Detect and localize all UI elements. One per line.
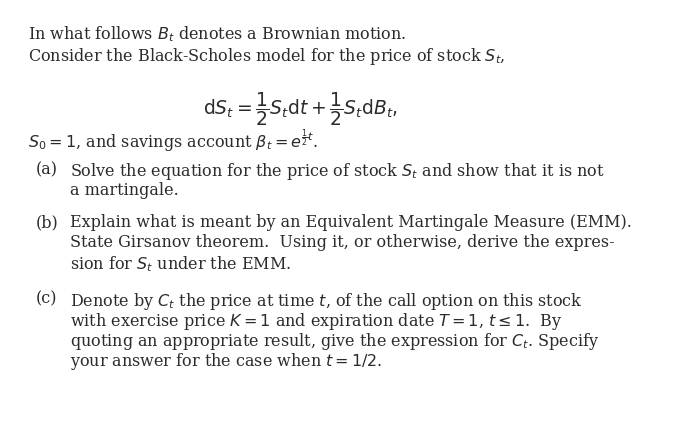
Text: Consider the Black-Scholes model for the price of stock $S_t$,: Consider the Black-Scholes model for the… <box>28 46 506 67</box>
Text: quoting an appropriate result, give the expression for $C_t$. Specify: quoting an appropriate result, give the … <box>70 331 600 352</box>
Text: your answer for the case when $t = 1/2$.: your answer for the case when $t = 1/2$. <box>70 351 382 372</box>
Text: with exercise price $K = 1$ and expiration date $T = 1$, $t \leq 1$.  By: with exercise price $K = 1$ and expirati… <box>70 311 562 332</box>
Text: Denote by $C_t$ the price at time $t$, of the call option on this stock: Denote by $C_t$ the price at time $t$, o… <box>70 291 583 312</box>
Text: (c): (c) <box>36 291 57 308</box>
Text: a martingale.: a martingale. <box>70 181 179 199</box>
Text: (b): (b) <box>36 214 59 231</box>
Text: sion for $S_t$ under the EMM.: sion for $S_t$ under the EMM. <box>70 254 291 274</box>
Text: In what follows $B_t$ denotes a Brownian motion.: In what follows $B_t$ denotes a Brownian… <box>28 25 407 44</box>
Text: Explain what is meant by an Equivalent Martingale Measure (EMM).: Explain what is meant by an Equivalent M… <box>70 214 632 231</box>
Text: $\mathrm{d}S_t = \dfrac{1}{2}S_t\mathrm{d}t + \dfrac{1}{2}S_t\mathrm{d}B_t,$: $\mathrm{d}S_t = \dfrac{1}{2}S_t\mathrm{… <box>203 90 398 128</box>
Text: $S_0 = 1$, and savings account $\beta_t = e^{\frac{1}{2}t}$.: $S_0 = 1$, and savings account $\beta_t … <box>28 128 318 155</box>
Text: (a): (a) <box>36 162 58 179</box>
Text: Solve the equation for the price of stock $S_t$ and show that it is not: Solve the equation for the price of stoc… <box>70 162 605 182</box>
Text: State Girsanov theorem.  Using it, or otherwise, derive the expres-: State Girsanov theorem. Using it, or oth… <box>70 234 615 251</box>
